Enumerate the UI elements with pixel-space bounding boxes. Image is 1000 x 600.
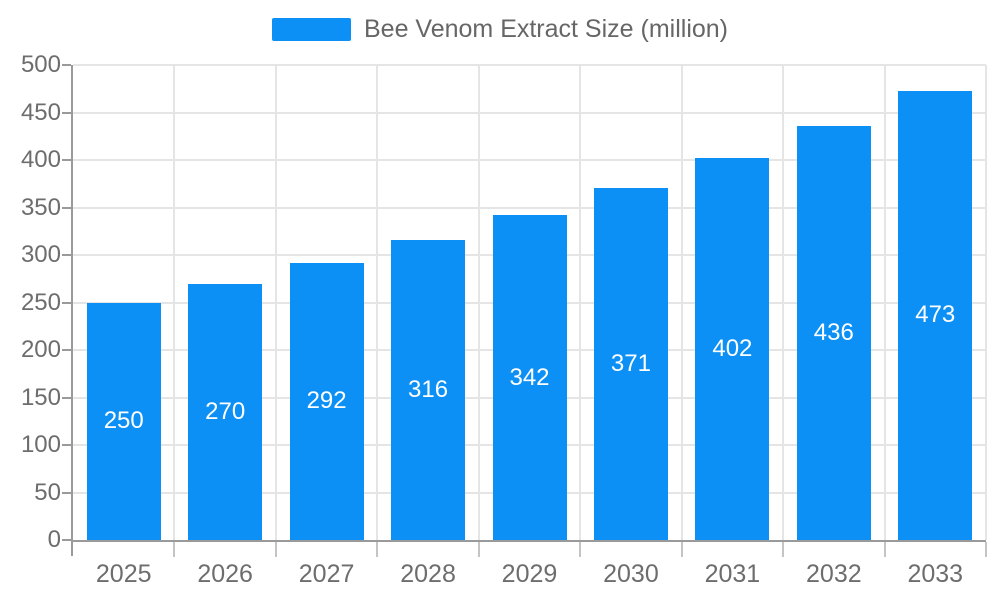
x-axis-label-2025: 2025 bbox=[95, 560, 152, 588]
x-axis-tick-4 bbox=[477, 542, 480, 557]
y-axis-tick-450 bbox=[62, 111, 71, 114]
x-axis-tick-1 bbox=[173, 542, 176, 557]
y-axis-label-200: 200 bbox=[20, 336, 61, 363]
y-axis-label-400: 400 bbox=[20, 146, 61, 173]
y-axis-tick-300 bbox=[62, 254, 71, 256]
bar-2032[interactable]: 436 bbox=[796, 125, 871, 540]
y-axis-tick-50 bbox=[62, 491, 71, 494]
y-axis-tick-250 bbox=[62, 301, 71, 304]
gridline-y-350 bbox=[73, 206, 986, 209]
y-axis-tick-0 bbox=[62, 539, 71, 541]
bar-2028[interactable]: 316 bbox=[391, 239, 466, 540]
bar-value-label: 342 bbox=[509, 363, 550, 391]
gridline-x-1 bbox=[173, 65, 176, 540]
legend-item[interactable]: Bee Venom Extract Size (million) bbox=[0, 17, 1000, 42]
y-axis-label-0: 0 bbox=[47, 526, 61, 553]
y-axis-label-350: 350 bbox=[20, 193, 61, 221]
gridline-y-400 bbox=[73, 159, 986, 161]
y-axis-tick-400 bbox=[62, 159, 71, 161]
bar-2031[interactable]: 402 bbox=[695, 158, 770, 540]
bar-2026[interactable]: 270 bbox=[188, 283, 263, 540]
x-axis-label-2031: 2031 bbox=[704, 560, 761, 588]
gridline-x-5 bbox=[579, 65, 582, 540]
bar-value-label: 402 bbox=[712, 335, 753, 363]
bar-value-label: 270 bbox=[205, 397, 246, 425]
x-axis-label-2027: 2027 bbox=[298, 560, 355, 588]
x-axis-label-2033: 2033 bbox=[907, 560, 964, 588]
bar-2027[interactable]: 292 bbox=[289, 262, 364, 540]
x-axis-tick-3 bbox=[376, 542, 379, 557]
gridline-x-4 bbox=[477, 65, 480, 540]
x-axis-label-2028: 2028 bbox=[400, 560, 456, 588]
gridline-x-3 bbox=[376, 65, 379, 540]
gridline-x-2 bbox=[274, 65, 277, 540]
x-axis-tick-8 bbox=[883, 542, 886, 557]
bar-2025[interactable]: 250 bbox=[86, 302, 161, 540]
y-axis-label-150: 150 bbox=[20, 383, 61, 411]
x-axis-label-2029: 2029 bbox=[501, 560, 558, 588]
x-axis-label-2032: 2032 bbox=[806, 560, 862, 588]
x-axis-line bbox=[71, 540, 986, 542]
y-axis-label-50: 50 bbox=[34, 478, 61, 506]
x-axis-tick-5 bbox=[579, 542, 582, 557]
gridline-x-9 bbox=[985, 65, 987, 540]
x-axis-tick-9 bbox=[985, 542, 987, 557]
y-axis-tick-350 bbox=[62, 206, 71, 209]
y-axis-label-300: 300 bbox=[20, 241, 61, 268]
gridline-x-7 bbox=[782, 65, 785, 540]
bar-2029[interactable]: 342 bbox=[492, 215, 567, 540]
x-axis-tick-7 bbox=[782, 542, 785, 557]
y-axis-label-250: 250 bbox=[20, 288, 61, 316]
x-axis-tick-6 bbox=[680, 542, 683, 557]
y-axis-label-500: 500 bbox=[20, 51, 61, 78]
y-axis-tick-150 bbox=[62, 396, 71, 399]
bar-2033[interactable]: 473 bbox=[898, 90, 973, 540]
legend-swatch-icon bbox=[271, 18, 351, 41]
plot-area: 0 50 100 150 200 250 300 350 400 450 500 2025 2026 20… bbox=[21, 52, 987, 588]
gridline-y-450 bbox=[73, 111, 986, 114]
y-axis-line bbox=[71, 65, 73, 556]
x-axis-label-2030: 2030 bbox=[603, 560, 659, 588]
legend-label: Bee Venom Extract Size (million) bbox=[363, 15, 729, 43]
bar-value-label: 292 bbox=[306, 387, 347, 415]
bar-value-label: 436 bbox=[813, 318, 854, 346]
gridline-y-500 bbox=[73, 64, 986, 66]
gridline-x-8 bbox=[883, 65, 886, 540]
bar-value-label: 473 bbox=[915, 301, 956, 329]
bar-value-label: 316 bbox=[408, 375, 449, 403]
x-axis-tick-2 bbox=[274, 542, 277, 557]
bar-value-label: 250 bbox=[103, 407, 144, 435]
y-axis-label-450: 450 bbox=[20, 98, 61, 126]
y-axis-tick-200 bbox=[62, 349, 71, 351]
bar-value-label: 371 bbox=[610, 349, 651, 377]
y-axis-tick-100 bbox=[62, 444, 71, 446]
y-axis-tick-500 bbox=[62, 64, 71, 66]
gridline-x-6 bbox=[680, 65, 683, 540]
bar-2030[interactable]: 371 bbox=[593, 187, 668, 540]
y-axis-label-100: 100 bbox=[20, 431, 61, 458]
x-axis-label-2026: 2026 bbox=[197, 560, 253, 588]
